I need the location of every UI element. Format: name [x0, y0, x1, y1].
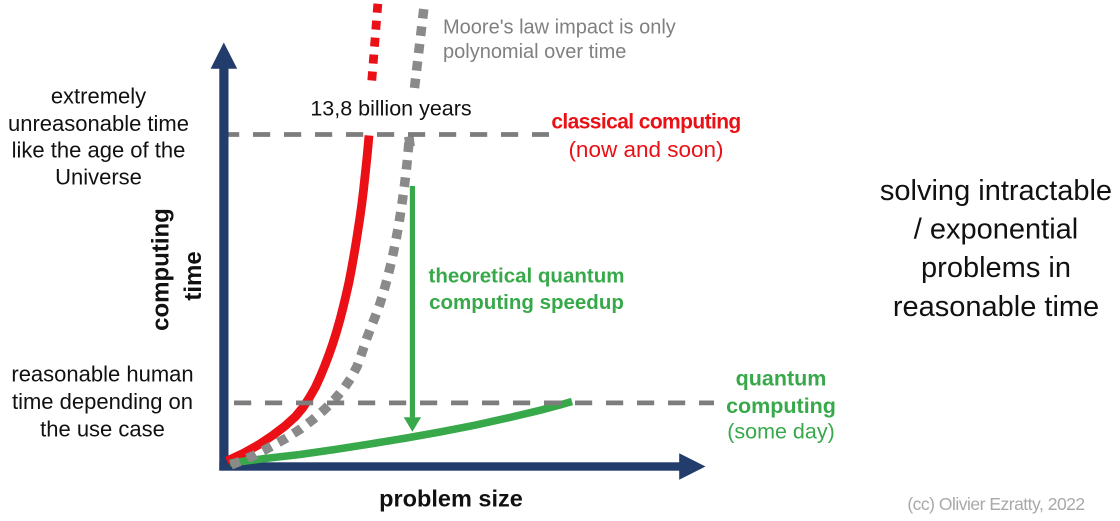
svg-text:computing speedup: computing speedup: [429, 291, 624, 314]
svg-text:Moore's law impact is only: Moore's law impact is only: [443, 16, 676, 38]
svg-text:reasonable time: reasonable time: [893, 291, 1099, 323]
svg-text:Universe: Universe: [55, 165, 142, 190]
svg-text:13,8 billion years: 13,8 billion years: [310, 96, 471, 120]
svg-text:/ exponential: / exponential: [914, 214, 1078, 246]
svg-text:solving intractable: solving intractable: [880, 175, 1112, 207]
svg-text:like the age of the: like the age of the: [12, 137, 186, 162]
svg-text:computing: computing: [726, 394, 836, 418]
svg-text:classical computing: classical computing: [551, 111, 740, 134]
svg-text:extremely: extremely: [51, 84, 146, 109]
svg-text:problem size: problem size: [379, 485, 523, 511]
svg-text:(some day): (some day): [727, 420, 835, 444]
svg-text:the use case: the use case: [40, 417, 165, 442]
svg-text:time: time: [180, 251, 207, 300]
svg-text:quantum: quantum: [736, 367, 827, 391]
svg-text:unreasonable time: unreasonable time: [8, 111, 189, 136]
svg-text:computing: computing: [148, 208, 175, 331]
svg-text:problems in: problems in: [921, 252, 1071, 284]
svg-text:time depending on: time depending on: [12, 389, 193, 414]
svg-text:(now and soon): (now and soon): [568, 137, 723, 162]
svg-text:polynomial over time: polynomial over time: [443, 41, 626, 63]
svg-text:reasonable human: reasonable human: [11, 362, 193, 387]
svg-text:theoretical quantum: theoretical quantum: [429, 265, 625, 288]
svg-text:(cc) Olivier Ezratty, 2022: (cc) Olivier Ezratty, 2022: [907, 494, 1084, 514]
